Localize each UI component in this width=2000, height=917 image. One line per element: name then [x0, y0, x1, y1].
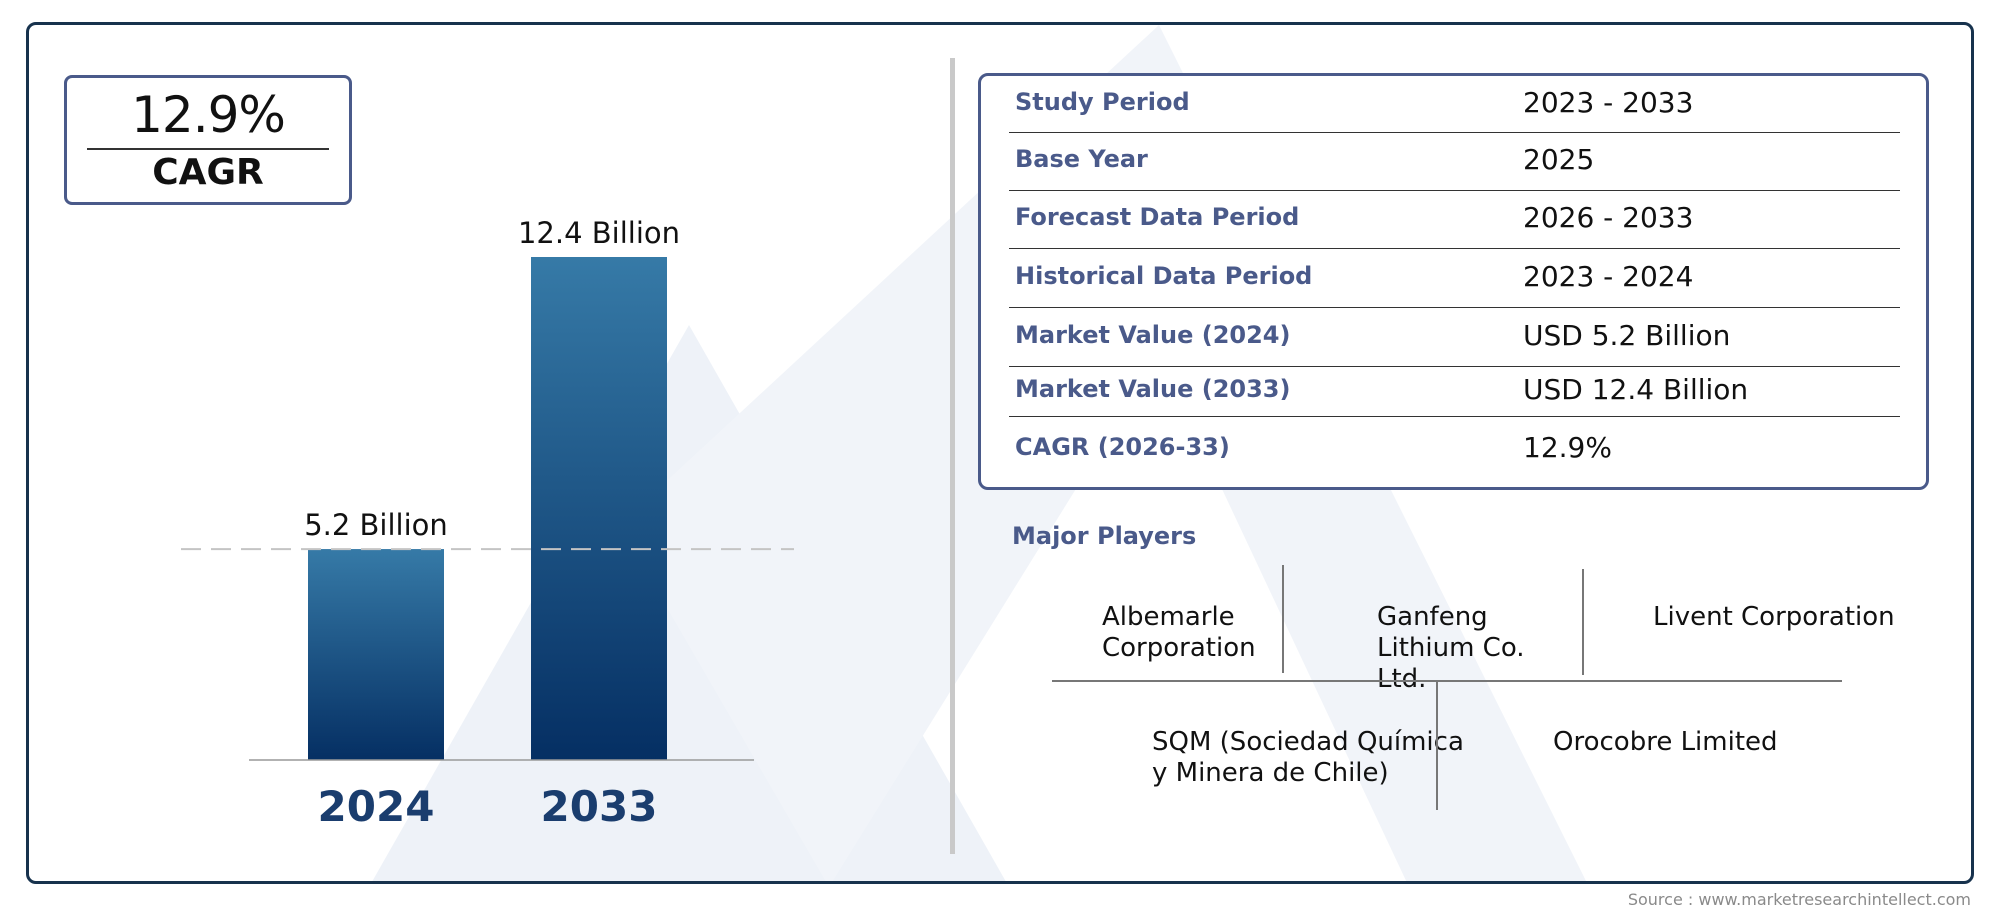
summary-key: Study Period [1015, 88, 1190, 116]
cagr-value: 12.9% [131, 86, 286, 144]
summary-table: Study Period 2023 - 2033 Base Year 2025 Fore… [978, 73, 1929, 490]
players-row-separator [1052, 680, 1842, 682]
summary-row: Base Year 2025 [1009, 133, 1900, 191]
bar-2024 [308, 549, 444, 760]
summary-value: 2023 - 2033 [1523, 86, 1694, 119]
player-separator [1282, 565, 1284, 673]
player-name-line: Livent Corporation [1653, 602, 1895, 632]
player-albemarle: Albemarle Corporation [1102, 602, 1256, 664]
bar-value-label: 5.2 Billion [304, 508, 448, 542]
player-name-line: Orocobre Limited [1553, 727, 1778, 757]
player-name-line: Ltd. [1377, 664, 1427, 694]
bar-chart: 5.2 Billion 2024 12.4 Billion 2033 [181, 216, 794, 831]
summary-row: Forecast Data Period 2026 - 2033 [1009, 191, 1900, 249]
player-sqm: SQM (Sociedad Química y Minera de Chile) [1152, 727, 1464, 789]
cagr-box: 12.9% CAGR [64, 75, 352, 205]
x-tick-label: 2024 [318, 782, 435, 831]
summary-key: Market Value (2024) [1015, 321, 1291, 349]
major-players-title: Major Players [1012, 522, 1197, 550]
summary-row: CAGR (2026-33) 12.9% [1009, 417, 1900, 482]
summary-key: Historical Data Period [1015, 262, 1313, 290]
player-ganfeng: Ganfeng Lithium Co. Ltd. [1377, 602, 1525, 695]
summary-row: Historical Data Period 2023 - 2024 [1009, 249, 1900, 308]
source-attribution: Source : www.marketresearchintellect.com [1627, 890, 1971, 909]
player-orocobre: Orocobre Limited [1553, 727, 1778, 758]
summary-value: 2023 - 2024 [1523, 260, 1694, 293]
player-name-line: SQM (Sociedad Química [1152, 727, 1464, 757]
player-name-line: Corporation [1102, 633, 1256, 663]
summary-row: Market Value (2033) USD 12.4 Billion [1009, 367, 1900, 417]
player-name-line: Ganfeng [1377, 602, 1488, 632]
summary-value: 2026 - 2033 [1523, 201, 1694, 234]
summary-row: Market Value (2024) USD 5.2 Billion [1009, 308, 1900, 367]
player-separator [1582, 569, 1584, 675]
infographic-frame: 12.9% CAGR 5.2 Billion 2024 12.4 Billion 20… [26, 22, 1974, 884]
summary-row: Study Period 2023 - 2033 [1009, 76, 1900, 133]
summary-value: USD 5.2 Billion [1523, 319, 1731, 352]
cagr-divider [87, 148, 329, 150]
summary-key: Forecast Data Period [1015, 203, 1300, 231]
player-livent: Livent Corporation [1653, 602, 1895, 633]
summary-key: Base Year [1015, 145, 1148, 173]
summary-key: Market Value (2033) [1015, 375, 1291, 403]
x-tick-label: 2033 [541, 782, 658, 831]
cagr-label: CAGR [152, 152, 264, 193]
summary-value: USD 12.4 Billion [1523, 373, 1749, 406]
bar-2033 [531, 257, 667, 760]
summary-value: 12.9% [1523, 431, 1612, 464]
summary-key: CAGR (2026-33) [1015, 433, 1230, 461]
player-name-line: Albemarle [1102, 602, 1235, 632]
bar-value-label: 12.4 Billion [518, 216, 680, 250]
player-name-line: Lithium Co. [1377, 633, 1525, 663]
summary-value: 2025 [1523, 143, 1595, 176]
player-name-line: y Minera de Chile) [1152, 758, 1389, 788]
panel-divider [950, 58, 955, 854]
player-separator [1436, 682, 1438, 810]
